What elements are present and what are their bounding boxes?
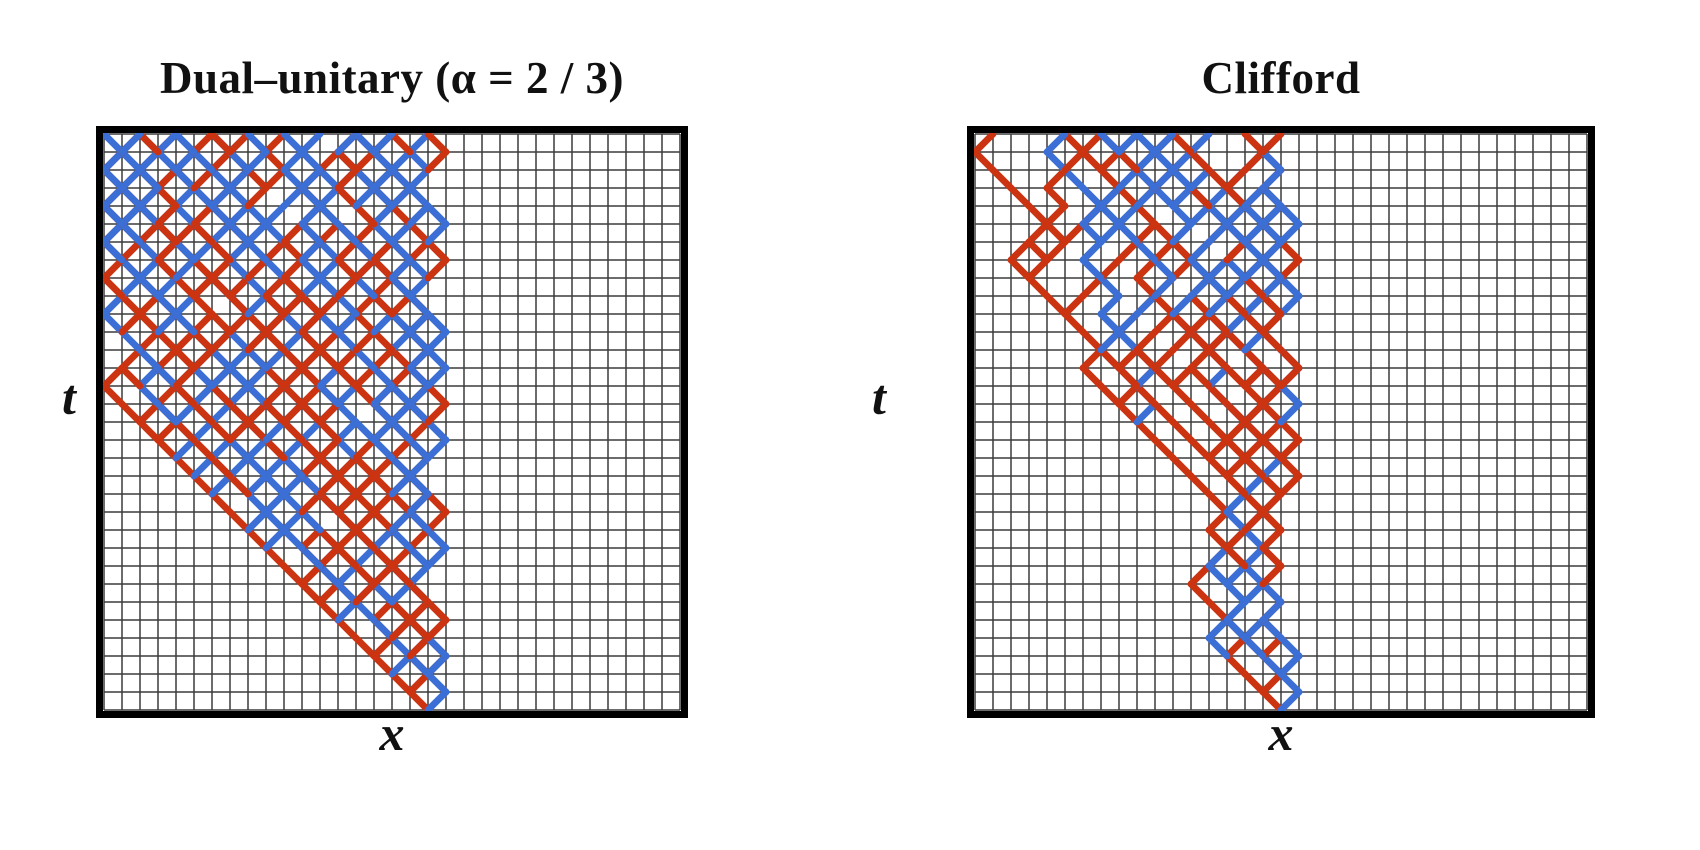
spreading-diagram-dual-unitary	[96, 126, 688, 718]
spreading-diagram-clifford	[967, 126, 1595, 718]
x-axis-label-x-right: x	[1268, 705, 1294, 761]
panel-title-dual-unitary: Dual–unitary (α = 2 / 3)	[159, 53, 625, 103]
y-axis-label-t-left: t	[62, 369, 76, 425]
y-axis-label-t-right: t	[872, 369, 886, 425]
x-axis-label-x-left: x	[379, 705, 405, 761]
panel-title-clifford: Clifford	[1201, 53, 1361, 103]
